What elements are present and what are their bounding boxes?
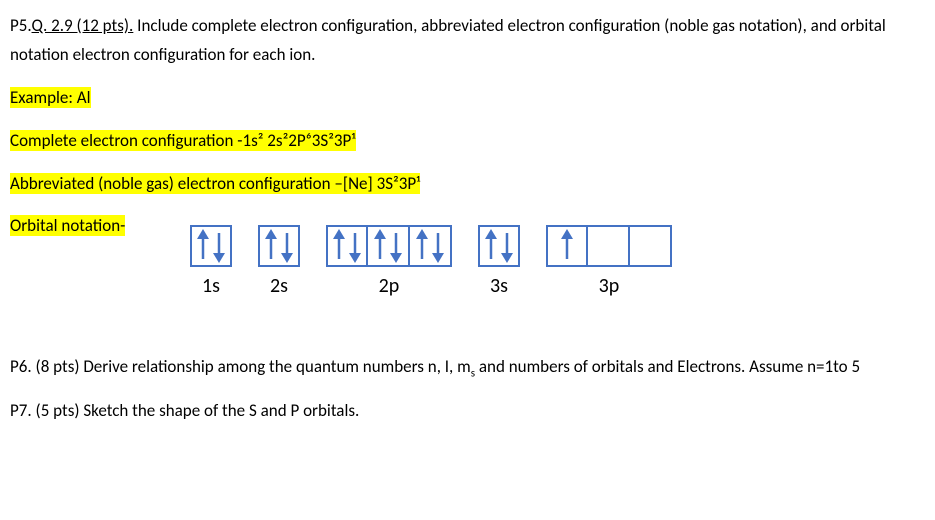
orbital-boxes <box>326 225 452 267</box>
example-title: Example: Al <box>10 87 91 108</box>
orbital-group-1s: 1s <box>190 225 232 303</box>
arrow-up-icon <box>332 229 346 263</box>
question-p7: P7. (5 pts) Sketch the shape of the S an… <box>10 397 925 426</box>
orbital-group-3p: 3p <box>546 225 672 303</box>
arrow-up-icon <box>373 229 387 263</box>
complete-config-line: Complete electron configuration -1s² 2s²… <box>10 127 925 156</box>
arrow-down-icon <box>212 229 226 263</box>
orbital-boxes <box>190 225 232 267</box>
orbital-box <box>368 225 410 267</box>
orbital-boxes <box>258 225 300 267</box>
orbital-box <box>258 225 300 267</box>
arrow-up-icon <box>484 229 498 263</box>
orbital-box <box>410 225 452 267</box>
orbital-box <box>478 225 520 267</box>
arrow-up-icon <box>264 229 278 263</box>
p5-rest: Include complete electron configuration,… <box>10 15 886 65</box>
arrow-down-icon <box>389 229 403 263</box>
orbital-boxes <box>478 225 520 267</box>
arrow-down-icon <box>348 229 362 263</box>
orbital-box <box>588 225 630 267</box>
complete-config-text: Complete electron configuration -1s² 2s²… <box>10 130 356 151</box>
orbital-group-2p: 2p <box>326 225 452 303</box>
abbrev-config-text: Abbreviated (noble gas) electron configu… <box>10 173 420 194</box>
arrow-down-icon <box>500 229 514 263</box>
p6-before: P6. (8 pts) Derive relationship among th… <box>10 356 471 377</box>
orbital-box <box>326 225 368 267</box>
orbital-label: 2s <box>270 269 288 303</box>
orbital-notation-label: Orbital notation- <box>10 215 125 236</box>
orbital-diagram: 1s 2s 2p 3s 3p <box>190 225 925 303</box>
arrow-up-icon <box>196 229 210 263</box>
p6-after: and numbers of orbitals and Electrons. A… <box>475 356 860 377</box>
p5-qnum: Q. 2.9 (12 pts). <box>32 15 134 36</box>
orbital-label: 3p <box>599 269 620 303</box>
orbital-boxes <box>546 225 672 267</box>
arrow-up-icon <box>560 229 574 263</box>
orbital-label: 1s <box>202 269 220 303</box>
question-p5: P5.Q. 2.9 (12 pts). Include complete ele… <box>10 12 925 70</box>
orbital-label: 3s <box>490 269 508 303</box>
abbrev-config-line: Abbreviated (noble gas) electron configu… <box>10 170 925 199</box>
orbital-group-3s: 3s <box>478 225 520 303</box>
example-title-line: Example: Al <box>10 84 925 113</box>
arrow-down-icon <box>431 229 445 263</box>
orbital-label: 2p <box>379 269 400 303</box>
arrow-up-icon <box>415 229 429 263</box>
p7-text: P7. (5 pts) Sketch the shape of the S an… <box>10 400 359 421</box>
arrow-down-icon <box>280 229 294 263</box>
orbital-box <box>546 225 588 267</box>
orbital-group-2s: 2s <box>258 225 300 303</box>
orbital-box <box>190 225 232 267</box>
question-p6: P6. (8 pts) Derive relationship among th… <box>10 353 925 383</box>
orbital-box <box>630 225 672 267</box>
p5-prefix: P5. <box>10 15 32 36</box>
